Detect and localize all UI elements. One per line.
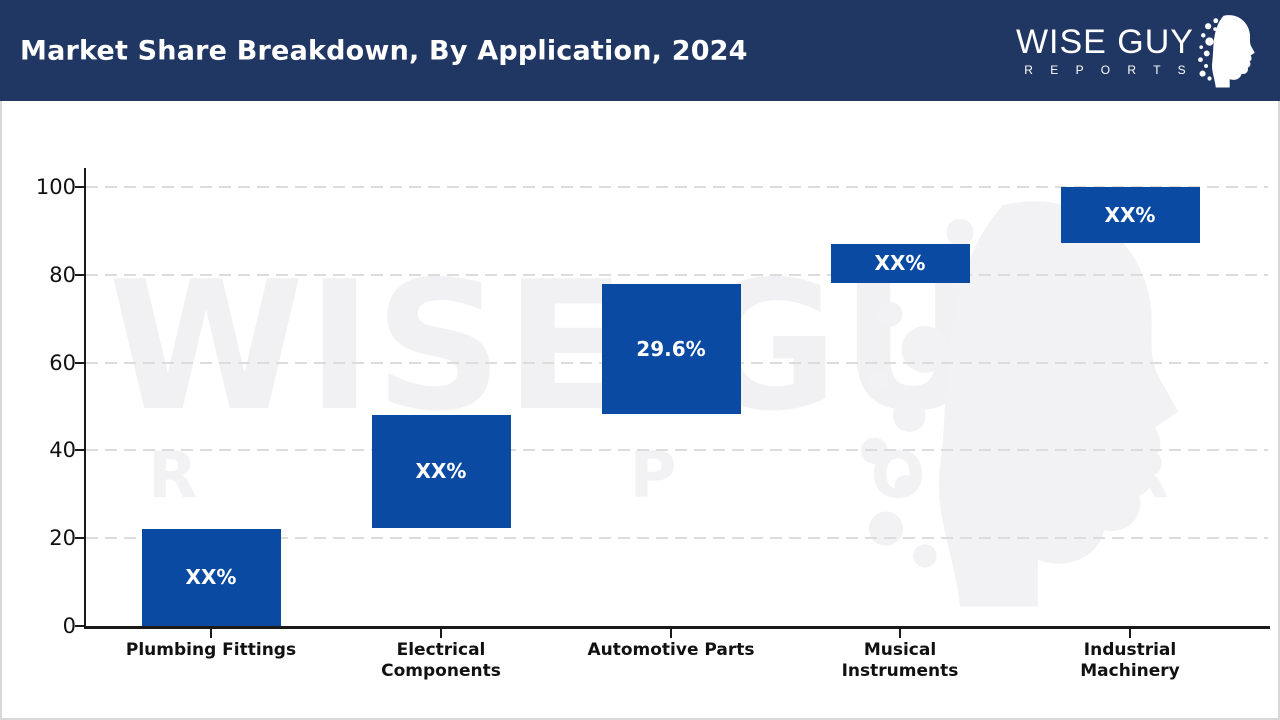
y-tick-mark [75,625,84,627]
bar-segment: XX% [371,414,511,529]
bar-value-label: XX% [415,459,467,484]
bar-value-label: 29.6% [636,336,706,361]
bar-segment: XX% [830,243,970,283]
y-gridline [86,186,1268,188]
y-tick-mark [75,449,84,452]
bar-value-label: XX% [185,565,237,590]
bar-value-label: XX% [874,251,926,276]
x-tick-mark [670,629,672,638]
x-category-label: Electrical Components [381,640,501,682]
page-title: Market Share Breakdown, By Application, … [20,35,748,66]
y-gridline [86,537,1268,540]
brand-logo-text: WISE GUY R E P O R T S [1016,25,1194,76]
y-gridline [86,273,1268,276]
y-tick-mark [75,273,84,276]
x-tick-mark [1129,629,1131,638]
brand-name: WISE GUY [1015,23,1194,61]
x-tick-mark [440,629,442,638]
x-category-label: Industrial Machinery [1080,640,1180,682]
bar-value-label: XX% [1104,202,1156,227]
x-axis-line [84,626,1270,629]
y-gridline [86,449,1268,452]
header: Market Share Breakdown, By Application, … [0,0,1280,101]
x-tick-mark [899,629,901,638]
x-category-label: Musical Instruments [841,640,959,682]
bar-segment: 29.6% [601,284,741,414]
x-tick-mark [210,629,212,638]
x-category-label: Automotive Parts [587,640,755,660]
y-tick-label: 40 [49,438,76,463]
y-tick-label: 20 [49,526,76,551]
y-tick-label: 60 [49,350,76,375]
bar-segment: XX% [1060,187,1200,243]
y-tick-label: 80 [49,262,76,287]
y-tick-mark [75,361,84,364]
brand-subtitle: R E P O R T S [1024,63,1193,77]
brand-logo: WISE GUY R E P O R T S [1016,11,1266,91]
bar-segment: XX% [141,528,281,626]
y-tick-label: 100 [35,175,76,199]
y-tick-label: 0 [62,614,76,638]
y-tick-mark [75,186,84,188]
y-tick-mark [75,537,84,540]
y-axis-line [84,168,86,628]
x-category-label: Plumbing Fittings [125,640,297,660]
